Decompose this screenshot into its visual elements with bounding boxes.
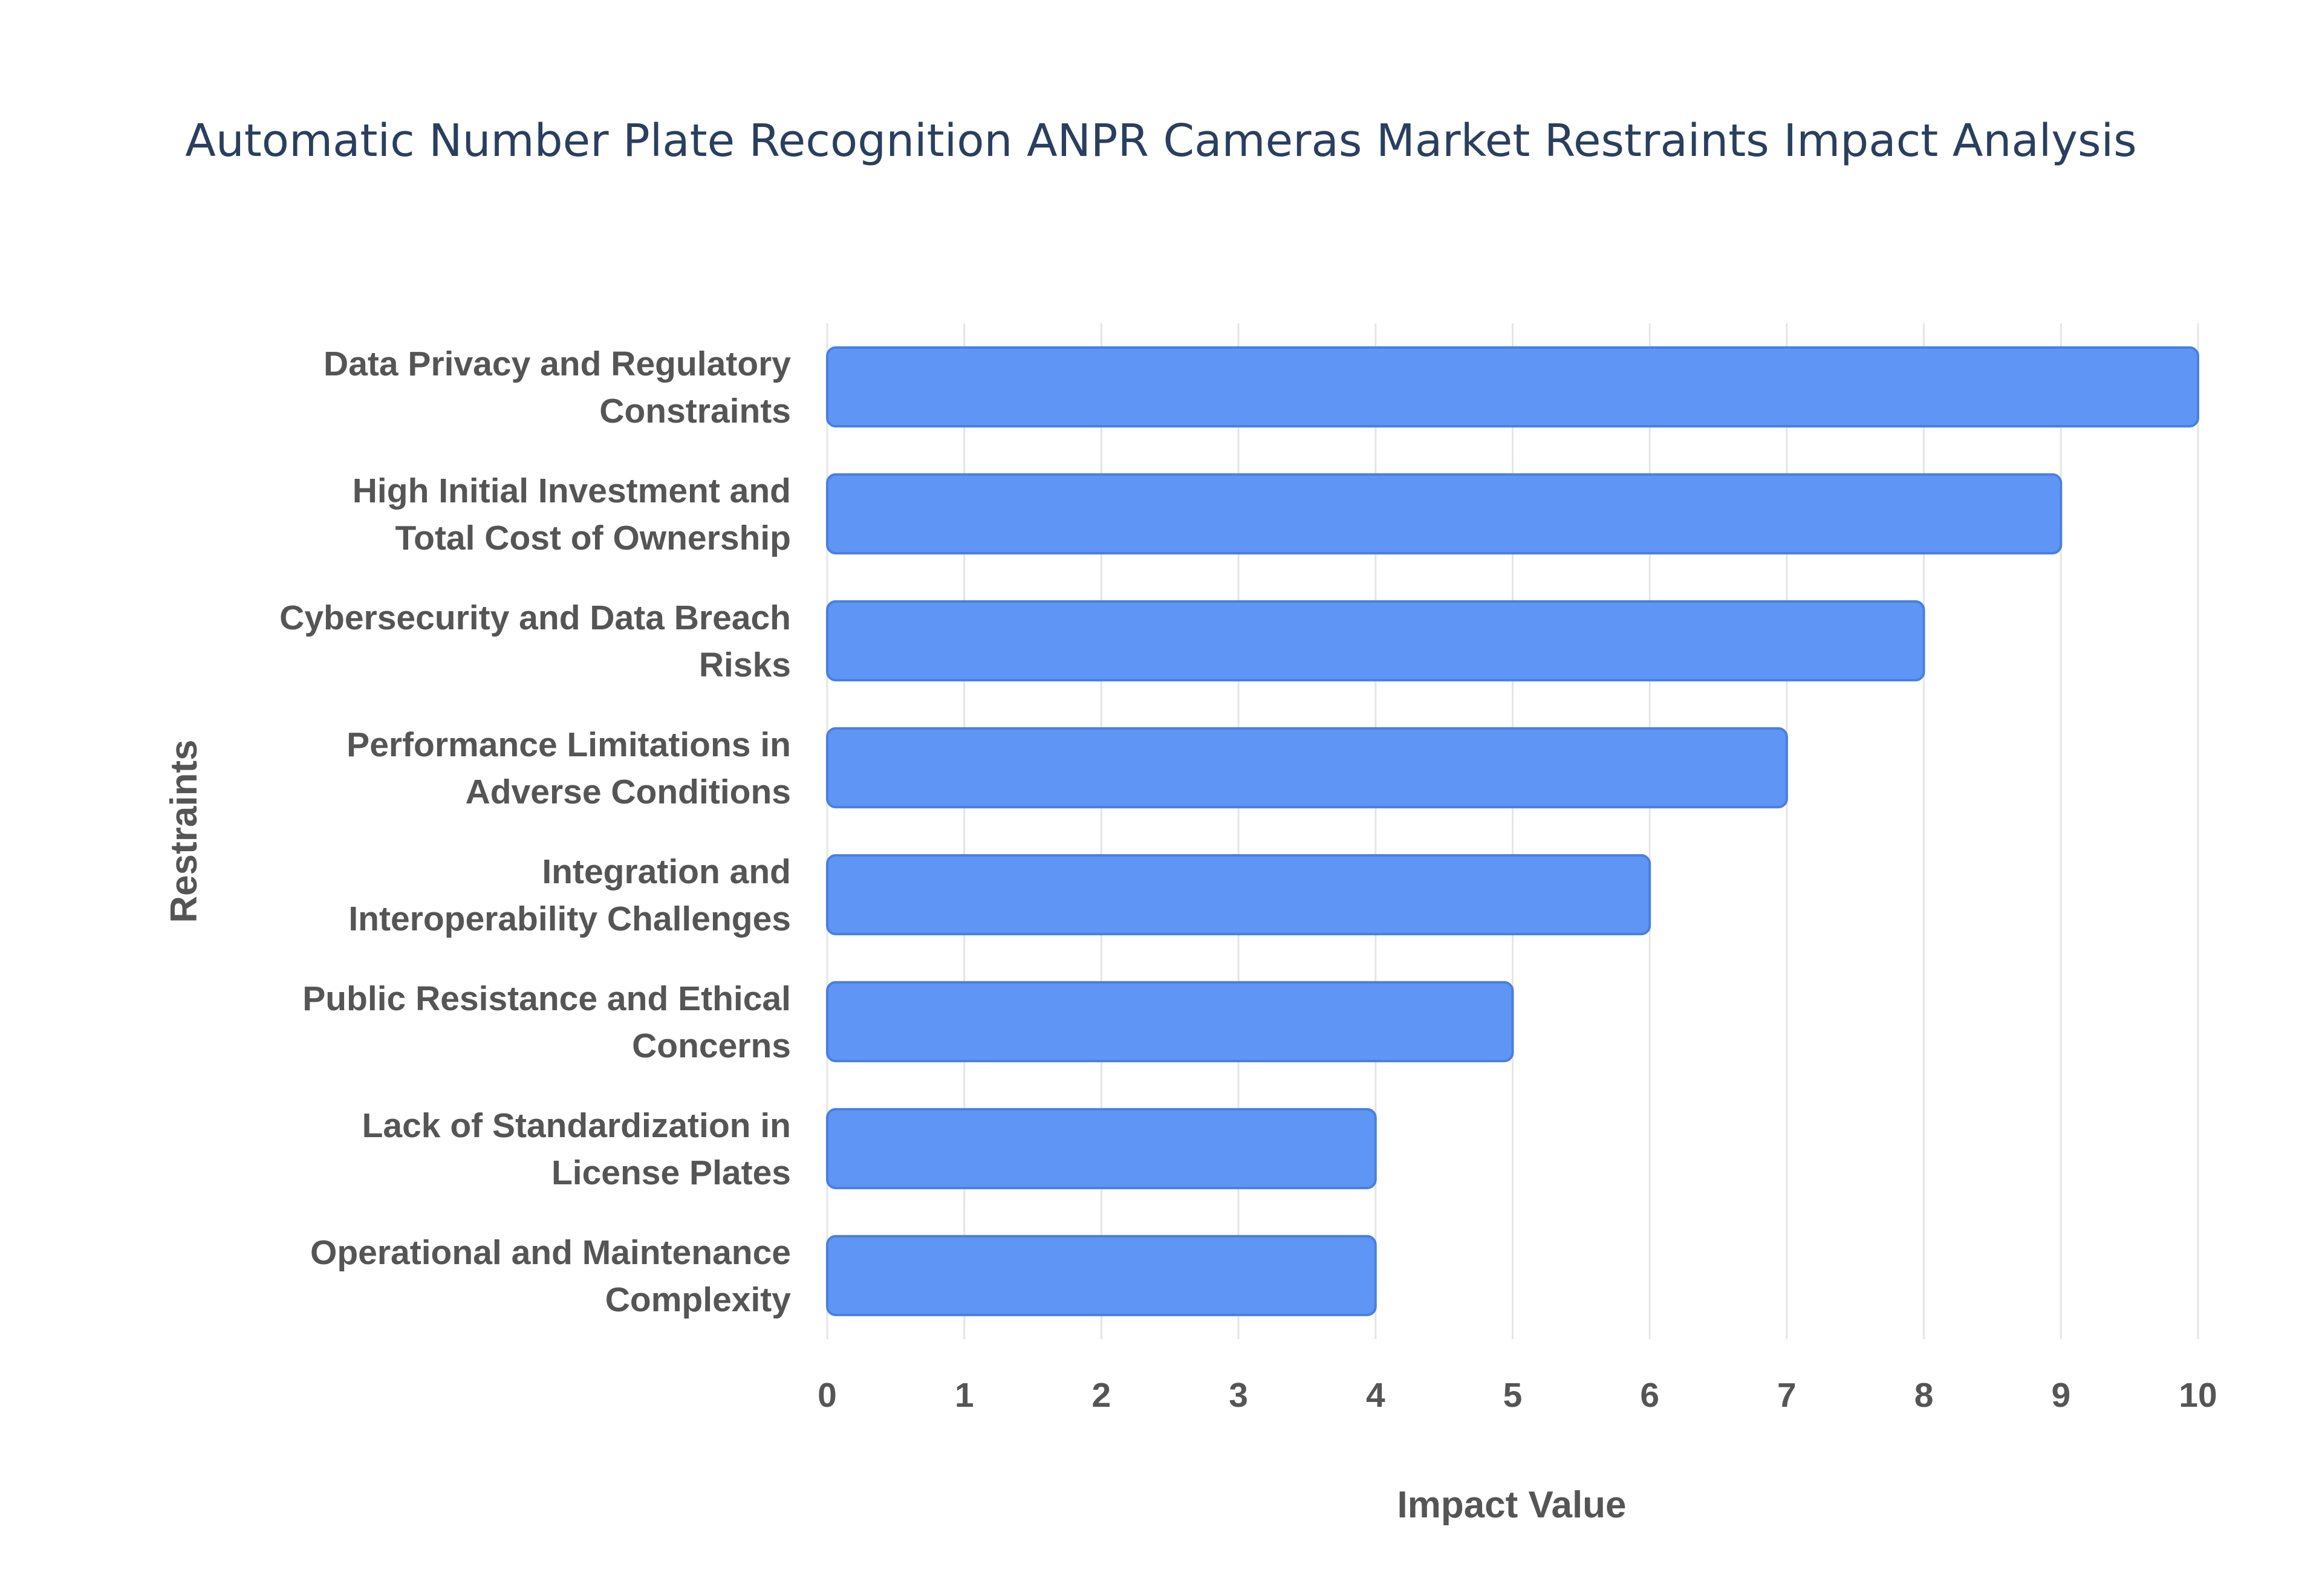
x-axis-title: Impact Value bbox=[1397, 1484, 1626, 1526]
x-tick-label: 8 bbox=[1914, 1376, 1934, 1415]
category-label-line: Lack of Standardization in bbox=[362, 1106, 791, 1145]
category-label-4: Integration and Interoperability Challeng… bbox=[348, 852, 791, 938]
category-label-line: Total Cost of Ownership bbox=[395, 519, 791, 557]
x-tick-label: 6 bbox=[1640, 1376, 1659, 1415]
category-label-line: Constraints bbox=[599, 392, 791, 430]
category-labels: Data Privacy and Regulatory Constraints Hi… bbox=[279, 345, 791, 1319]
bar-0 bbox=[826, 346, 2199, 428]
x-tick-labels: 0 1 2 3 4 5 6 7 8 9 10 bbox=[818, 1376, 2217, 1415]
bar-7 bbox=[826, 1234, 1377, 1317]
category-label-line: Data Privacy and Regulatory bbox=[324, 345, 791, 383]
bar-5 bbox=[826, 981, 1514, 1063]
y-axis-title: Restraints bbox=[163, 739, 205, 923]
category-label-line: Cybersecurity and Data Breach bbox=[279, 598, 791, 637]
x-tick-label: 10 bbox=[2179, 1376, 2217, 1415]
bar-4 bbox=[826, 854, 1651, 936]
category-label-line: Operational and Maintenance bbox=[310, 1233, 791, 1272]
category-label-line: Risks bbox=[699, 646, 791, 684]
category-label-line: Performance Limitations in bbox=[346, 725, 791, 764]
x-tick-label: 0 bbox=[818, 1376, 837, 1415]
x-tick-label: 5 bbox=[1503, 1376, 1523, 1415]
category-label-line: Complexity bbox=[605, 1280, 792, 1319]
category-label-5: Public Resistance and Ethical Concerns bbox=[302, 979, 791, 1065]
bar-6 bbox=[826, 1108, 1377, 1190]
x-tick-label: 7 bbox=[1777, 1376, 1797, 1415]
x-tick-label: 2 bbox=[1092, 1376, 1111, 1415]
category-label-line: Adverse Conditions bbox=[466, 773, 791, 811]
category-label-line: Concerns bbox=[632, 1027, 791, 1065]
category-label-1: High Initial Investment and Total Cost of… bbox=[353, 472, 791, 557]
bar-1 bbox=[826, 473, 2063, 555]
bar-3 bbox=[826, 727, 1788, 809]
category-label-0: Data Privacy and Regulatory Constraints bbox=[324, 345, 791, 430]
x-tick-label: 1 bbox=[955, 1376, 974, 1415]
category-label-line: Integration and bbox=[542, 852, 791, 891]
category-label-6: Lack of Standardization in License Plates bbox=[362, 1106, 791, 1192]
category-label-7: Operational and Maintenance Complexity bbox=[310, 1233, 791, 1319]
category-label-line: License Plates bbox=[551, 1153, 791, 1192]
chart-title: Automatic Number Plate Recognition ANPR … bbox=[185, 115, 2136, 167]
category-label-line: Public Resistance and Ethical bbox=[302, 979, 791, 1018]
category-label-2: Cybersecurity and Data Breach Risks bbox=[279, 598, 791, 684]
x-tick-label: 9 bbox=[2051, 1376, 2070, 1415]
x-tick-label: 4 bbox=[1366, 1376, 1385, 1415]
category-label-line: Interoperability Challenges bbox=[348, 900, 791, 938]
x-tick-label: 3 bbox=[1229, 1376, 1248, 1415]
bars bbox=[826, 346, 2199, 1317]
category-label-3: Performance Limitations in Adverse Condit… bbox=[346, 725, 791, 811]
category-label-line: High Initial Investment and bbox=[353, 472, 791, 510]
bar-2 bbox=[826, 600, 1925, 682]
